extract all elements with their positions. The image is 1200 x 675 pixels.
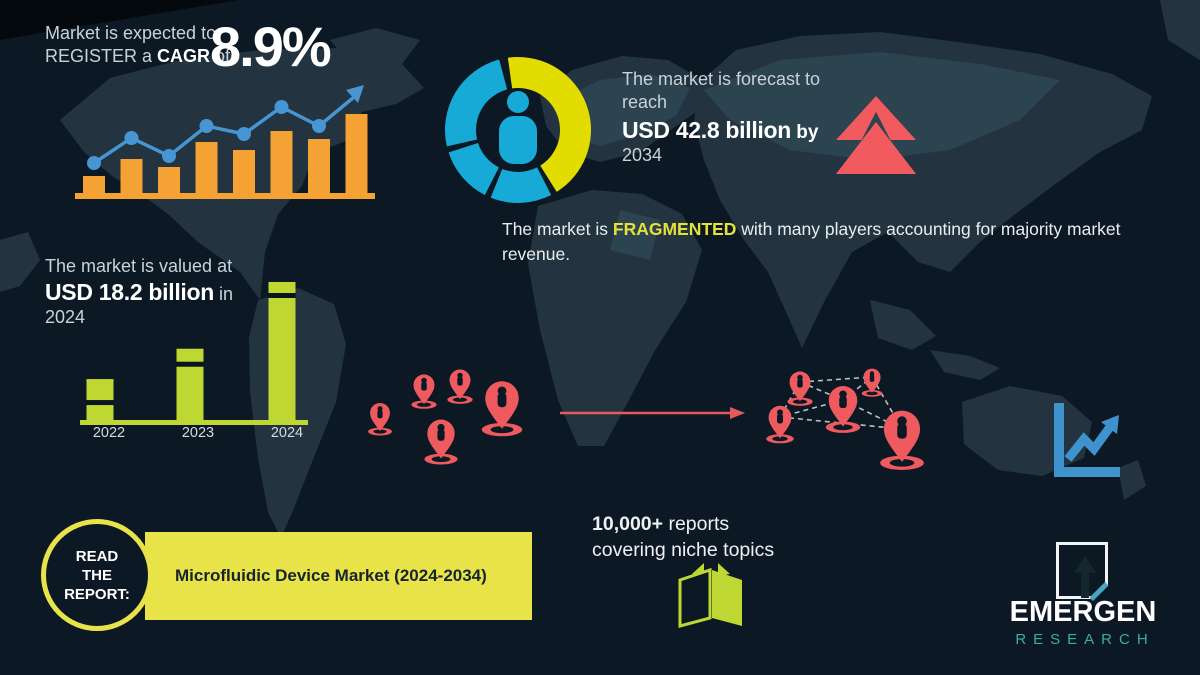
reports-line2: covering niche topics [592,539,775,561]
map-pin-icon [411,374,437,409]
read-report-line: THE [82,566,112,584]
forecast-year: 2034 [622,145,663,165]
forecast-suffix: by [791,122,819,143]
read-report-button[interactable]: READ THE REPORT: [41,519,153,631]
forecast-amount-line: USD 42.8 billion by [622,116,872,144]
frag-keyword: FRAGMENTED [612,219,737,239]
cagr-line1: Market is expected to [45,23,217,43]
donut-ring [445,57,591,203]
read-report-line: REPORT: [64,585,130,603]
forecast-amount: USD 42.8 billion [622,117,792,143]
players-network-right [766,368,924,470]
map-pin-icon [424,419,458,465]
trend-bars-and-line [83,93,368,193]
reports-count: 10,000+ [592,513,664,535]
fragmentation-statement: The market is FRAGMENTED with many playe… [502,217,1150,267]
cagr-line2-pre: REGISTER a [45,46,158,66]
cagr-block: Market is expected to REGISTER a CAGR of [45,22,230,68]
person-icon [507,91,529,113]
emergen-logo-mark [1056,542,1109,602]
transition-arrow-icon [560,407,745,419]
valuation-line1: The market is valued at [45,256,233,276]
map-pin-icon [880,410,924,470]
chart-baseline [75,193,375,199]
logo-arrow-icon [1074,556,1096,598]
reports-note: 10,000+ reports covering niche topics [592,511,774,563]
map-pin-icon [787,371,813,406]
year-label-2022: 2022 [92,425,126,441]
growth-trend-chart [75,85,375,199]
map-pin-icon [447,369,473,404]
forecast-line2: reach [622,92,668,112]
double-up-arrow-icon [836,96,916,174]
read-report-line: READ [75,547,119,565]
cagr-line2: REGISTER a CAGR of [45,45,230,68]
valuation-bars [86,282,296,420]
valuation-amount: USD 18.2 billion [45,279,215,305]
year-label-2024: 2024 [270,425,304,441]
person-icon-body [499,116,537,164]
cagr-value: 8.9% [210,15,332,78]
cagr-line2-post: of [210,46,231,66]
growth-chart-icon [1054,403,1120,477]
reports-line1: 10,000+ reports [592,511,774,537]
valuation-chart [80,282,308,425]
open-book-icon [678,563,742,628]
map-pin-icon [368,402,392,436]
report-banner-label: Microfluidic Device Market (2024-2034) [175,566,487,585]
valuation-block: The market is valued at USD 18.2 billion… [45,255,233,329]
reports-rest: reports [663,513,730,535]
report-banner[interactable]: Microfluidic Device Market (2024-2034) [145,532,532,620]
valuation-suffix: in [214,284,234,304]
frag-prefix: The market is [502,219,613,239]
cagr-line2-bold: CAGR [157,46,211,66]
valuation-amount-line: USD 18.2 billion in [45,278,233,306]
year-label-2023: 2023 [181,425,215,441]
logo-name: EMERGEN [1009,596,1157,628]
trend-arrow-icon [346,85,364,103]
map-pin-icon [481,381,523,437]
valuation-year: 2024 [45,307,86,327]
forecast-line1: The market is forecast to [622,69,821,89]
map-pin-icon [766,405,794,444]
forecast-block: The market is forecast to reach USD 42.8… [622,68,872,167]
logo-subtitle: RESEARCH [1015,631,1155,648]
market-share-donut-chart [445,57,591,203]
players-cluster-left [368,369,523,465]
map-pin-icon [825,386,861,433]
chart-baseline [80,420,308,425]
frag-suffix: with many players accounting for majorit… [502,219,1121,264]
